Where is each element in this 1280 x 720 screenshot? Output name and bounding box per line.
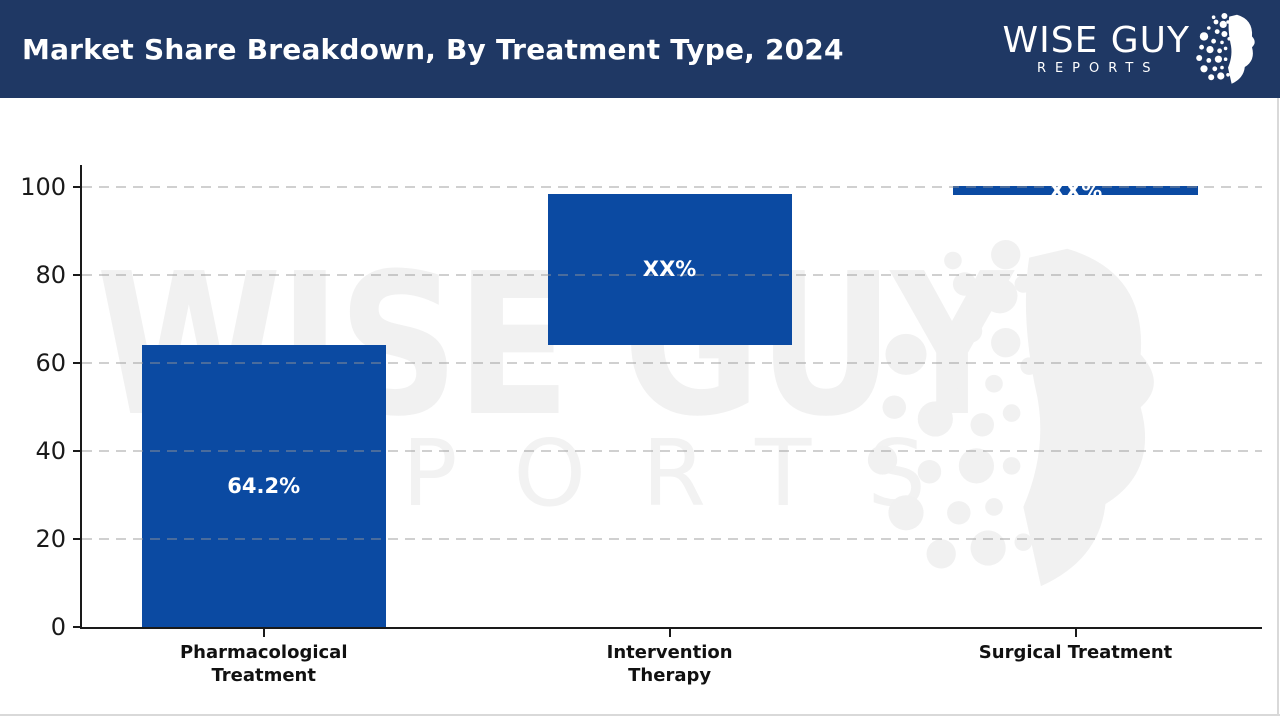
y-tick-label-60: 60 <box>35 349 66 377</box>
bar-label-wrap-pharmacological-treatment: 64.2% <box>142 345 386 627</box>
gridline-100 <box>82 186 1262 188</box>
bar-label-wrap-surgical-treatment: XX% <box>953 186 1197 196</box>
bar-label-intervention-therapy: XX% <box>642 257 697 282</box>
bar-label-surgical-treatment: XX% <box>1049 186 1102 196</box>
watermark-face-icon <box>867 240 1154 587</box>
bar-intervention-therapy <box>547 193 792 345</box>
x-tick-mark-1 <box>668 629 671 637</box>
logo-line2: REPORTS <box>1036 61 1160 76</box>
bar-label-pharmacological-treatment: 64.2% <box>227 473 301 498</box>
logo-wordmark: WISE GUY REPORTS <box>1002 20 1191 76</box>
y-tick-mark-100 <box>73 186 82 188</box>
gridline-20 <box>82 538 1262 540</box>
y-tick-label-40: 40 <box>35 437 66 465</box>
logo-line1: WISE GUY <box>1002 20 1190 61</box>
x-axis-line <box>80 627 1262 629</box>
y-tick-label-100: 100 <box>20 173 66 201</box>
y-tick-label-0: 0 <box>50 613 66 641</box>
plot-area: 64.2% XX% XX% <box>82 165 1262 627</box>
y-tick-label-80: 80 <box>35 261 66 289</box>
frame-bottom-line <box>0 714 1280 716</box>
y-tick-mark-20 <box>73 538 82 540</box>
gridline-60 <box>82 362 1262 365</box>
wise-guy-reports-logo: WISE GUY REPORTS <box>1003 7 1259 91</box>
x-tick-mark-0 <box>262 629 265 637</box>
bar-label-wrap-intervention-therapy: XX% <box>548 194 792 345</box>
x-tick-mark-2 <box>1074 629 1077 637</box>
x-category-label-0: Pharmacological Treatment <box>179 642 348 687</box>
chart-title: Market Share Breakdown, By Treatment Typ… <box>22 32 844 66</box>
y-tick-mark-40 <box>73 450 82 452</box>
x-category-label-1: Intervention Therapy <box>606 642 733 687</box>
bar-pharmacological-treatment <box>141 344 386 627</box>
x-category-label-2: Surgical Treatment <box>978 642 1173 663</box>
dotted-face-icon <box>1196 13 1255 84</box>
y-tick-mark-80 <box>73 274 82 276</box>
gridline-80 <box>82 274 1262 276</box>
y-tick-mark-0 <box>73 626 82 628</box>
chart-canvas: WISE GUY REPORTS 64.2%XX%XX%020406080100… <box>0 98 1280 720</box>
gridline-40 <box>82 450 1262 452</box>
y-axis-line <box>80 165 82 629</box>
header: Market Share Breakdown, By Treatment Typ… <box>0 0 1280 98</box>
y-tick-mark-60 <box>73 362 82 364</box>
frame-right-line <box>1277 98 1279 716</box>
y-tick-label-20: 20 <box>35 525 66 553</box>
bar-surgical-treatment <box>953 185 1198 196</box>
